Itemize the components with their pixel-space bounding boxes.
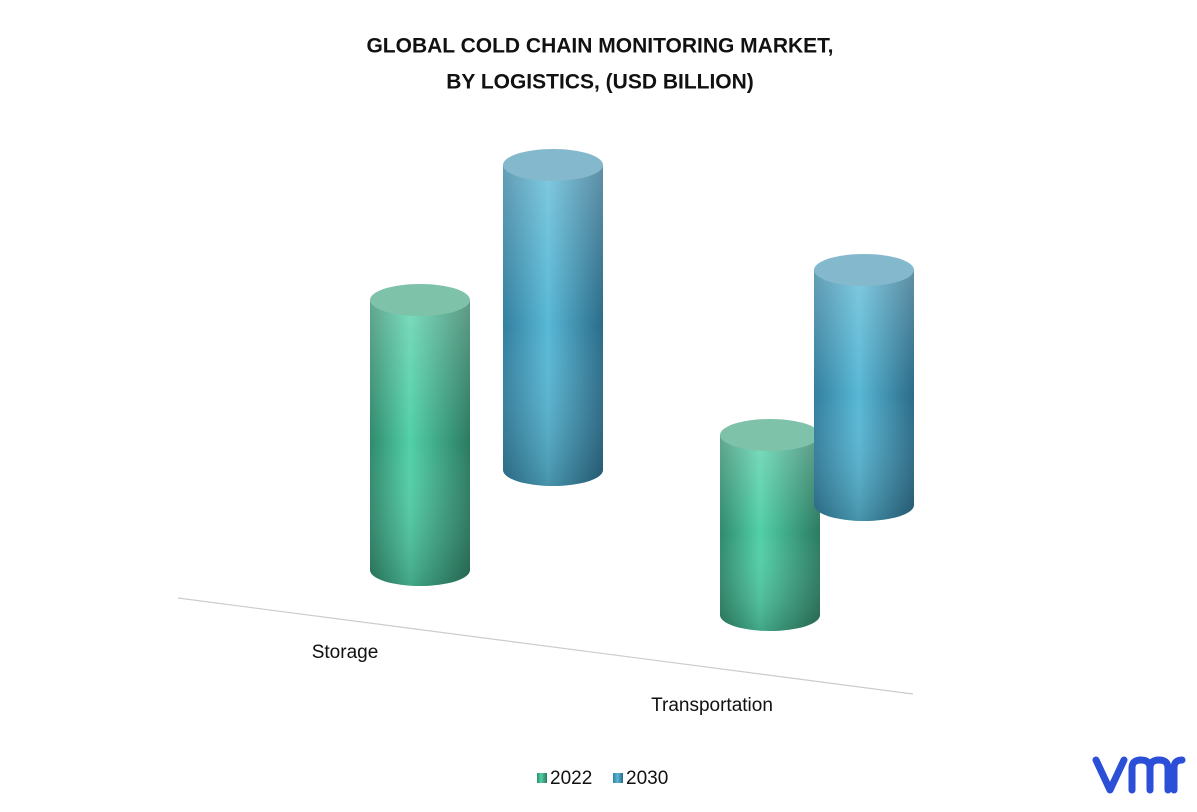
cylinder-top <box>720 419 820 451</box>
logo <box>1092 756 1186 794</box>
chart-title: GLOBAL COLD CHAIN MONITORING MARKET, <box>366 35 833 58</box>
cylinder-shade <box>814 270 914 521</box>
floor-line <box>177 597 914 695</box>
legend-swatch <box>537 773 547 783</box>
x-tick-label: Transportation <box>651 695 773 716</box>
cylinder-shade <box>370 300 470 586</box>
chart-title: BY LOGISTICS, (USD BILLION) <box>446 71 754 94</box>
cylinder-shade <box>720 435 820 631</box>
cylinder-top <box>814 254 914 286</box>
cylinder-shade <box>503 165 603 486</box>
x-tick-label: Storage <box>312 642 379 663</box>
legend-label: 2030 <box>626 768 668 789</box>
legend-label: 2022 <box>550 768 592 789</box>
cylinder-top <box>503 149 603 181</box>
legend-swatch <box>613 773 623 783</box>
cylinder-top <box>370 284 470 316</box>
